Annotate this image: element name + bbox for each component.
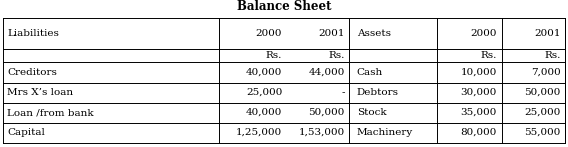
Text: 1,25,000: 1,25,000 <box>236 128 282 137</box>
Text: Debtors: Debtors <box>357 88 399 97</box>
Text: 55,000: 55,000 <box>524 128 561 137</box>
Text: 10,000: 10,000 <box>461 68 497 77</box>
Text: Assets: Assets <box>357 29 391 38</box>
Text: 50,000: 50,000 <box>524 88 561 97</box>
Text: 7,000: 7,000 <box>531 68 561 77</box>
Text: 2001: 2001 <box>534 29 561 38</box>
Text: 25,000: 25,000 <box>524 108 561 117</box>
Text: 2000: 2000 <box>470 29 497 38</box>
Text: 44,000: 44,000 <box>308 68 345 77</box>
Text: 2000: 2000 <box>256 29 282 38</box>
Text: 40,000: 40,000 <box>246 68 282 77</box>
Text: Rs.: Rs. <box>544 51 561 60</box>
Text: 2001: 2001 <box>318 29 345 38</box>
Text: Capital: Capital <box>7 128 45 137</box>
Text: 1,53,000: 1,53,000 <box>299 128 345 137</box>
Text: Loan /from bank: Loan /from bank <box>7 108 94 117</box>
Text: Stock: Stock <box>357 108 386 117</box>
Text: 35,000: 35,000 <box>461 108 497 117</box>
Text: Mrs X’s loan: Mrs X’s loan <box>7 88 73 97</box>
Text: Liabilities: Liabilities <box>7 29 59 38</box>
Text: Rs.: Rs. <box>266 51 282 60</box>
Text: Machinery: Machinery <box>357 128 413 137</box>
Text: Creditors: Creditors <box>7 68 57 77</box>
Text: -: - <box>341 88 345 97</box>
Text: 40,000: 40,000 <box>246 108 282 117</box>
Text: 80,000: 80,000 <box>461 128 497 137</box>
Text: 50,000: 50,000 <box>308 108 345 117</box>
Text: Balance Sheet: Balance Sheet <box>237 0 331 13</box>
Text: 25,000: 25,000 <box>246 88 282 97</box>
Text: Rs.: Rs. <box>328 51 345 60</box>
Text: Cash: Cash <box>357 68 383 77</box>
Text: Rs.: Rs. <box>481 51 497 60</box>
Text: 30,000: 30,000 <box>461 88 497 97</box>
